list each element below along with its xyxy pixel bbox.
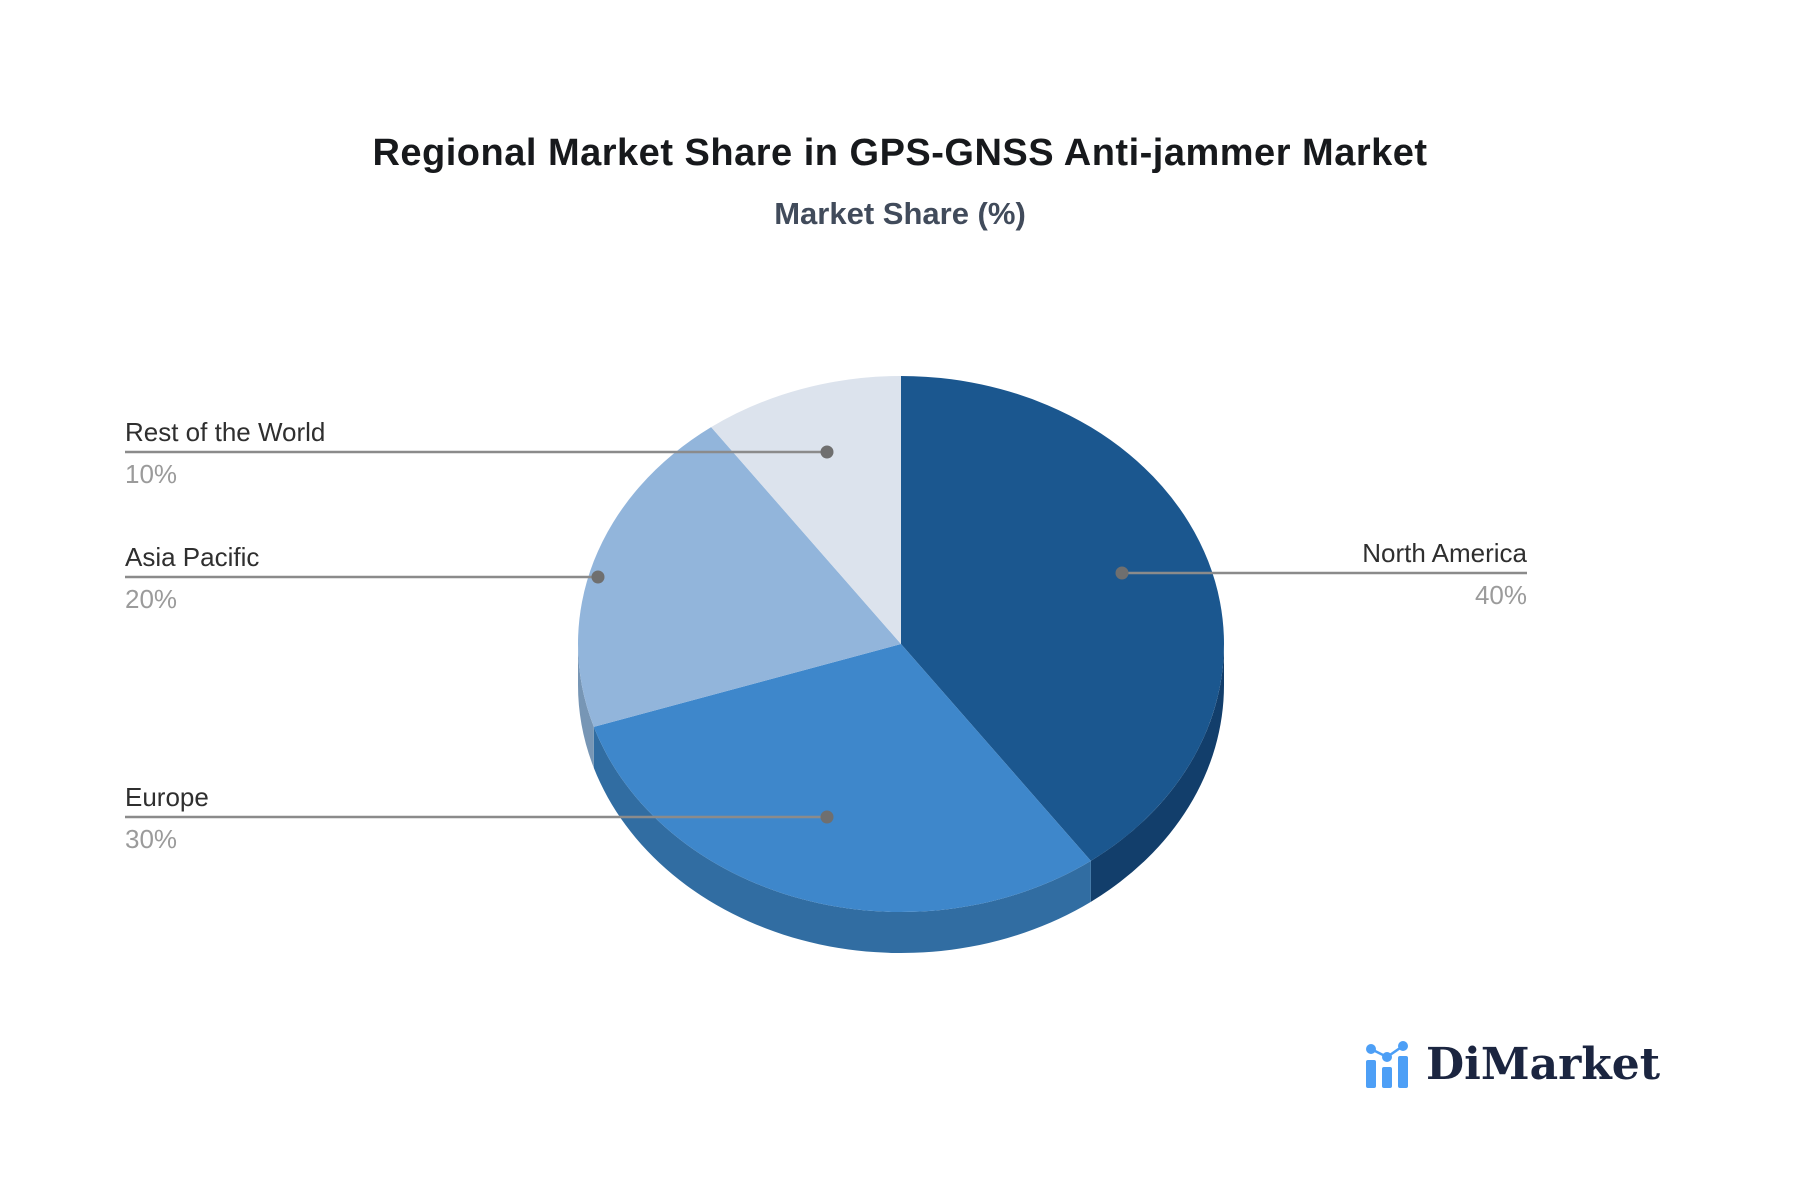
pie-slice-side-europe [593, 726, 1091, 953]
slice-label-value: 30% [125, 824, 178, 854]
chart-subtitle: Market Share (%) [774, 196, 1026, 231]
leader-dot-north-america [1115, 566, 1129, 580]
slice-label-value: 40% [1474, 580, 1527, 610]
pie-slice-side-asia-pacific [578, 644, 594, 768]
leader-dot-asia-pacific [591, 570, 605, 584]
slice-label-value: 20% [125, 584, 178, 614]
bar-line-chart-icon [1366, 1041, 1408, 1088]
pie-slice-asia-pacific[interactable] [578, 427, 901, 727]
pie-slice-rest-of-the-world[interactable] [711, 376, 901, 644]
slice-label-value: 10% [125, 459, 178, 489]
slice-label-europe: Europe 30% [125, 782, 209, 854]
leader-dot-rest-of-the-world [820, 445, 834, 459]
slice-label-asia-pacific: Asia Pacific 20% [125, 542, 259, 614]
slice-label-name: North America [1362, 538, 1527, 568]
slice-label-rest-of-the-world: Rest of the World 10% [125, 417, 325, 489]
pie-slice-side-north-america [1090, 644, 1224, 902]
slice-label-north-america: North America 40% [1362, 538, 1527, 610]
slice-label-name: Europe [125, 782, 209, 812]
pie-slice-europe[interactable] [593, 644, 1091, 912]
pie-slice-north-america[interactable] [901, 376, 1224, 861]
slice-label-name: Asia Pacific [125, 542, 260, 572]
dimarket-logo: DiMarket [1363, 1040, 1660, 1090]
logo-text: DiMarket [1426, 1039, 1661, 1090]
slice-label-name: Rest of the World [125, 417, 326, 447]
leader-dot-europe [820, 810, 834, 824]
chart-title: Regional Market Share in GPS-GNSS Anti-j… [372, 132, 1428, 174]
